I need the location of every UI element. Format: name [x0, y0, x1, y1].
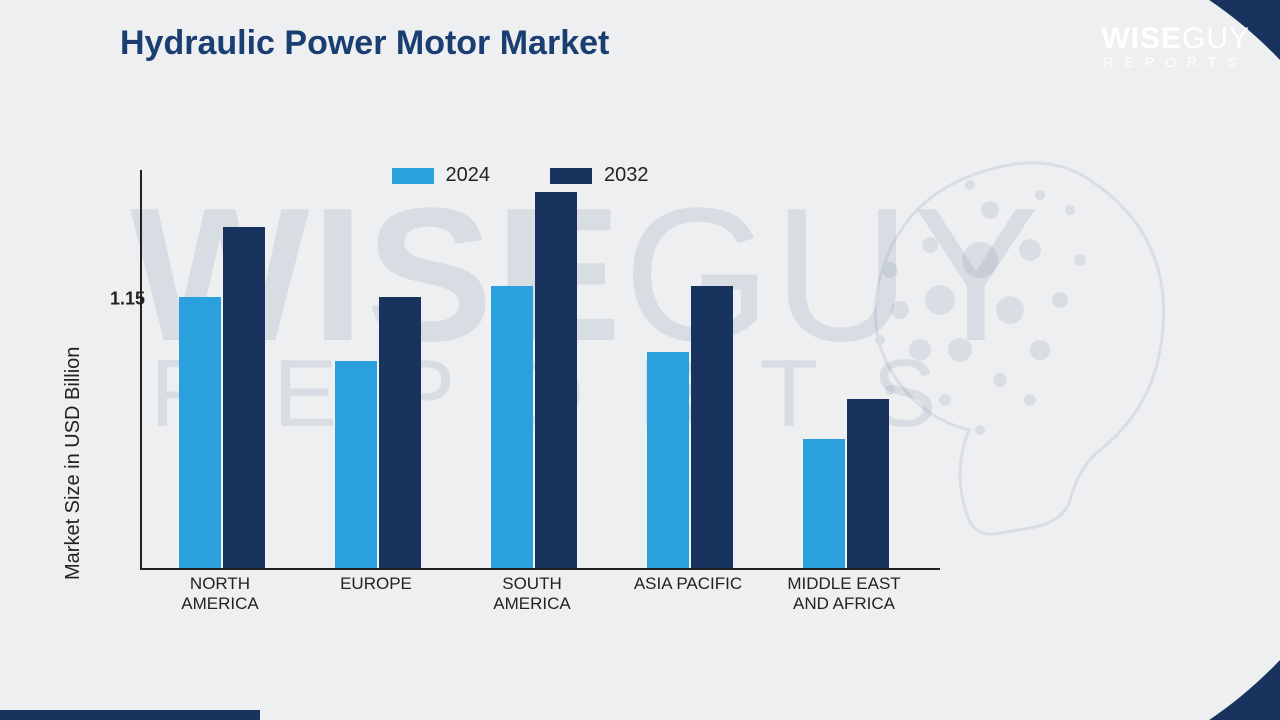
x-axis-category-label: MIDDLE EAST AND AFRICA [784, 574, 904, 615]
bar [491, 286, 533, 568]
brand-logo: WISEGUY REPORTS [1101, 22, 1250, 70]
bar-group [630, 286, 750, 568]
y-axis-label: Market Size in USD Billion [62, 347, 85, 580]
bar-group [786, 399, 906, 568]
x-axis-category-label: ASIA PACIFIC [628, 574, 748, 594]
bar [691, 286, 733, 568]
chart-plot [140, 170, 940, 570]
bar-group [318, 297, 438, 568]
x-axis-category-label: EUROPE [316, 574, 436, 594]
bar [179, 297, 221, 568]
logo-sub: REPORTS [1103, 54, 1250, 70]
page: WISEGUY REPORTS WISEGUY REPORTS Hydrauli… [0, 0, 1280, 720]
bar [535, 192, 577, 568]
chart-area: Market Size in USD Billion 2024 2032 NOR… [80, 150, 960, 680]
bar [223, 227, 265, 568]
x-axis-labels: NORTH AMERICA EUROPE SOUTH AMERICA ASIA PAC… [140, 574, 940, 674]
logo-wise: WISE [1101, 22, 1182, 55]
bar [379, 297, 421, 568]
chart-title: Hydraulic Power Motor Market [120, 24, 609, 63]
bar [847, 399, 889, 568]
bar [647, 352, 689, 568]
bar [335, 361, 377, 568]
x-axis-category-label: NORTH AMERICA [160, 574, 280, 615]
bar [803, 439, 845, 568]
logo-guy: GUY [1182, 22, 1250, 55]
bar-group [162, 227, 282, 568]
footer-accent-bar [0, 710, 260, 720]
y-axis-tick: 1.15 [110, 289, 136, 310]
bar-group [474, 192, 594, 568]
x-axis-category-label: SOUTH AMERICA [472, 574, 592, 615]
